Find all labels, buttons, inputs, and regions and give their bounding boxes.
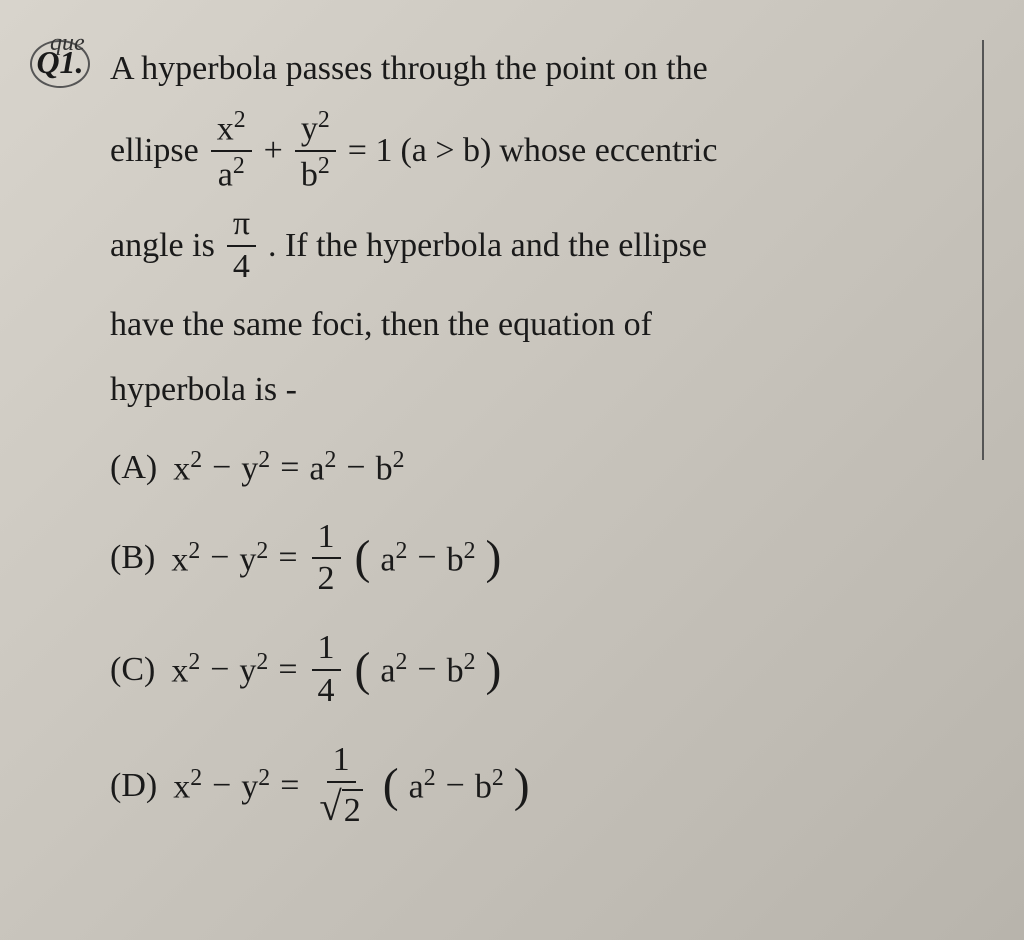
minus-sign: − bbox=[417, 651, 436, 689]
minus-sign: − bbox=[210, 651, 229, 689]
text: have the same foci, then the equation of bbox=[110, 296, 652, 354]
fraction-1-sqrt2: 1 √ 2 bbox=[313, 740, 368, 832]
cutoff-text: que bbox=[50, 30, 85, 57]
option-label: (D) bbox=[110, 767, 157, 805]
right-paren: ) bbox=[485, 539, 501, 577]
text: b2 bbox=[376, 447, 405, 488]
text: A hyperbola passes through the point on … bbox=[110, 40, 708, 98]
equals-sign: = bbox=[280, 767, 299, 805]
fraction-y2-b2: y2 b2 bbox=[295, 106, 336, 196]
denominator: 4 bbox=[227, 247, 256, 288]
text: x2 bbox=[171, 538, 200, 579]
question-text: A hyperbola passes through the point on … bbox=[110, 40, 994, 427]
text: b2 bbox=[475, 765, 504, 806]
minus-sign: − bbox=[446, 767, 465, 805]
minus-sign: − bbox=[346, 449, 365, 487]
numerator: 1 bbox=[327, 740, 356, 783]
option-d: (D) x2 − y2 = 1 √ 2 ( a2 − b2 ) bbox=[110, 740, 994, 832]
text: x2 bbox=[173, 447, 202, 488]
question-line-3: angle is π 4 . If the hyperbola and the … bbox=[110, 204, 994, 288]
question-line-1: A hyperbola passes through the point on … bbox=[110, 40, 994, 98]
option-label: (B) bbox=[110, 539, 155, 577]
question-line-4: have the same foci, then the equation of bbox=[110, 296, 994, 354]
text: y2 bbox=[239, 649, 268, 690]
left-paren: ( bbox=[355, 539, 371, 577]
text: . If the hyperbola and the ellipse bbox=[268, 217, 707, 275]
text: ellipse bbox=[110, 122, 199, 180]
text: b2 bbox=[447, 538, 476, 579]
text: whose eccentric bbox=[499, 122, 717, 180]
text: hyperbola is - bbox=[110, 361, 297, 419]
condition: (a > b) bbox=[400, 122, 491, 180]
option-a: (A) x2 − y2 = a2 − b2 bbox=[110, 447, 994, 488]
text: y2 bbox=[241, 447, 270, 488]
denominator: 4 bbox=[312, 671, 341, 712]
text: a2 bbox=[409, 765, 436, 806]
equals-one: = 1 bbox=[348, 122, 393, 180]
text: angle is bbox=[110, 217, 215, 275]
minus-sign: − bbox=[212, 449, 231, 487]
option-c: (C) x2 − y2 = 1 4 ( a2 − b2 ) bbox=[110, 628, 994, 712]
text: y2 bbox=[239, 538, 268, 579]
numerator: y2 bbox=[295, 106, 336, 152]
fraction-x2-a2: x2 a2 bbox=[211, 106, 252, 196]
denominator: 2 bbox=[312, 559, 341, 600]
page-edge-line bbox=[982, 40, 984, 460]
minus-sign: − bbox=[212, 767, 231, 805]
plus-sign: + bbox=[264, 122, 283, 180]
text: a2 bbox=[380, 538, 407, 579]
option-label: (C) bbox=[110, 651, 155, 689]
text: x2 bbox=[173, 765, 202, 806]
denominator: b2 bbox=[295, 152, 336, 196]
numerator: x2 bbox=[211, 106, 252, 152]
numerator: 1 bbox=[312, 628, 341, 671]
right-paren: ) bbox=[485, 651, 501, 689]
page: que Q1. A hyperbola passes through the p… bbox=[30, 40, 994, 832]
left-paren: ( bbox=[355, 651, 371, 689]
question-line-2: ellipse x2 a2 + y2 b2 = 1 (a > b) whose … bbox=[110, 106, 994, 196]
sqrt-body: 2 bbox=[342, 789, 363, 832]
numerator: π bbox=[227, 204, 256, 247]
question-block: Q1. A hyperbola passes through the point… bbox=[30, 40, 994, 427]
text: y2 bbox=[241, 765, 270, 806]
text: b2 bbox=[447, 649, 476, 690]
text: a2 bbox=[309, 447, 336, 488]
equals-sign: = bbox=[278, 539, 297, 577]
question-line-5: hyperbola is - bbox=[110, 361, 994, 419]
option-label: (A) bbox=[110, 449, 157, 487]
fraction-1-2: 1 2 bbox=[312, 517, 341, 601]
left-paren: ( bbox=[383, 767, 399, 805]
text: x2 bbox=[171, 649, 200, 690]
numerator: 1 bbox=[312, 517, 341, 560]
denominator: √ 2 bbox=[313, 783, 368, 832]
fraction-1-4: 1 4 bbox=[312, 628, 341, 712]
equals-sign: = bbox=[278, 651, 297, 689]
option-b: (B) x2 − y2 = 1 2 ( a2 − b2 ) bbox=[110, 517, 994, 601]
minus-sign: − bbox=[417, 539, 436, 577]
right-paren: ) bbox=[514, 767, 530, 805]
minus-sign: − bbox=[210, 539, 229, 577]
text: a2 bbox=[380, 649, 407, 690]
sqrt-sign: √ bbox=[319, 783, 341, 832]
sqrt: √ 2 bbox=[319, 783, 362, 832]
equals-sign: = bbox=[280, 449, 299, 487]
options-list: (A) x2 − y2 = a2 − b2 (B) x2 − y2 = 1 2 … bbox=[110, 447, 994, 831]
denominator: a2 bbox=[212, 152, 251, 196]
fraction-pi-4: π 4 bbox=[227, 204, 256, 288]
